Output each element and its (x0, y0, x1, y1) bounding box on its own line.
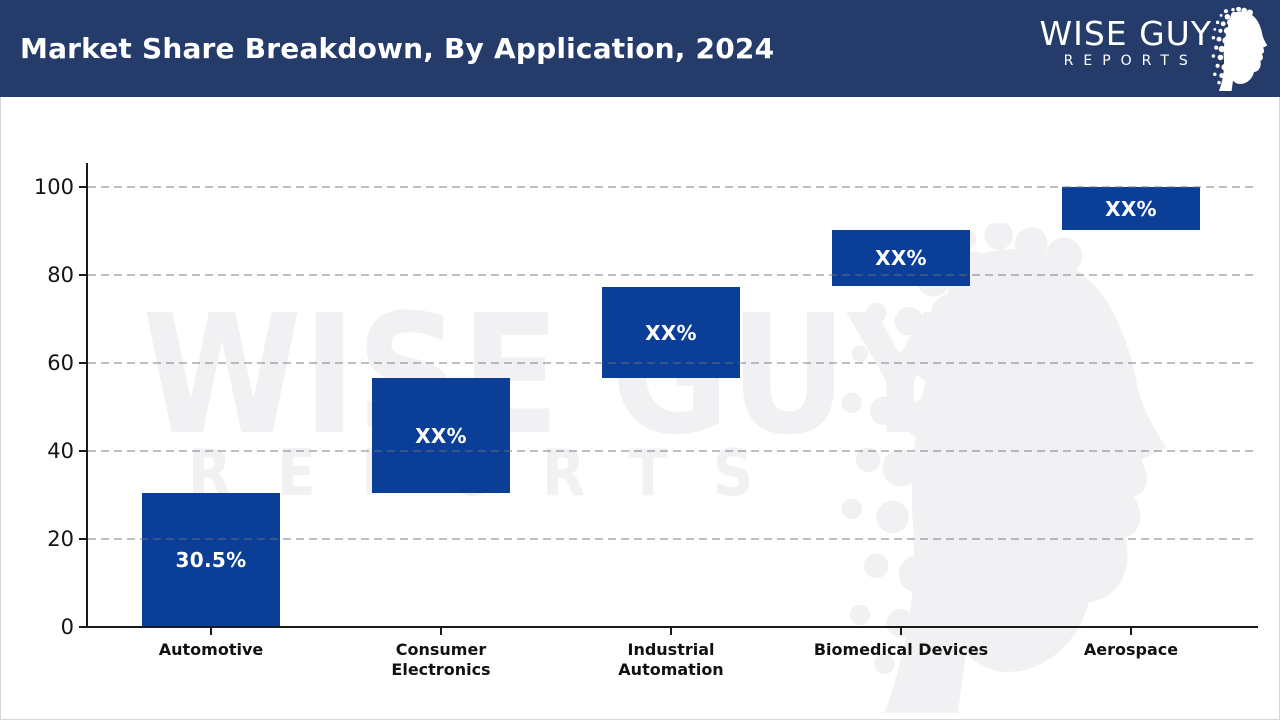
brand-subtext: REPORTS (1063, 53, 1198, 69)
y-axis-spine (86, 163, 88, 628)
gridline-80 (88, 274, 1258, 276)
y-tick-20 (79, 538, 86, 540)
bar-biomedical-devices: XX% (832, 230, 970, 287)
y-tick-label-40: 40 (47, 439, 74, 463)
watermark-head-logo-icon (762, 222, 1170, 714)
watermark-subtext: REPORTS (188, 437, 800, 511)
y-tick-label-100: 100 (33, 175, 74, 199)
bar-automotive: 30.5% (142, 492, 280, 627)
y-tick-80 (79, 274, 86, 276)
bar-value-label: XX% (875, 246, 927, 271)
y-tick-60 (79, 362, 86, 364)
bar-consumer-electronics: XX% (372, 378, 510, 493)
x-tick-1 (440, 628, 442, 635)
x-tick-0 (210, 628, 212, 635)
y-tick-0 (79, 626, 86, 628)
header-banner: Market Share Breakdown, By Application, … (0, 0, 1280, 97)
brand-logo: WISE GUY REPORTS (1016, 0, 1276, 97)
x-tick-3 (900, 628, 902, 635)
watermark-wordmark: WISE GUY (142, 279, 953, 471)
y-tick-40 (79, 450, 86, 452)
brand-logo-text: WISE GUY REPORTS (1039, 16, 1212, 70)
y-tick-100 (79, 186, 86, 188)
y-tick-label-0: 0 (60, 615, 74, 639)
gridline-60 (88, 362, 1258, 364)
gridline-100 (88, 186, 1258, 188)
brand-wordmark: WISE GUY (1039, 14, 1212, 53)
x-tick-4 (1130, 628, 1132, 635)
x-axis-spine (86, 626, 1258, 628)
x-tick-label-3: Biomedical Devices (813, 640, 989, 659)
x-tick-label-2: Industrial Automation (618, 640, 724, 679)
bar-value-label: XX% (415, 423, 467, 448)
bar-aerospace: XX% (1062, 187, 1200, 231)
bar-industrial-automation: XX% (602, 286, 740, 379)
y-tick-label-60: 60 (47, 351, 74, 375)
x-tick-2 (670, 628, 672, 635)
bar-value-label: 30.5% (175, 547, 247, 572)
chart-title: Market Share Breakdown, By Application, … (20, 32, 775, 65)
gridline-20 (88, 538, 1258, 540)
bar-value-label: XX% (1105, 196, 1157, 221)
gridline-40 (88, 450, 1258, 452)
x-tick-label-4: Aerospace (1083, 640, 1179, 659)
x-tick-label-0: Automotive (158, 640, 264, 659)
bar-value-label: XX% (645, 320, 697, 345)
y-tick-label-80: 80 (47, 263, 74, 287)
y-tick-label-20: 20 (47, 527, 74, 551)
x-tick-label-1: Consumer Electronics (391, 640, 491, 679)
brand-head-logo-icon (1192, 7, 1274, 91)
